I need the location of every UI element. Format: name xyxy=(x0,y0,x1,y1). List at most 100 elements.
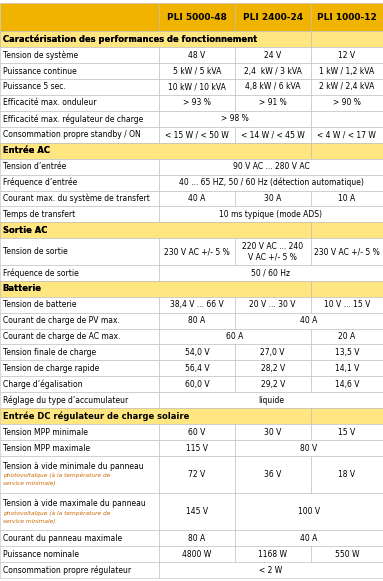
Text: Entrée AC: Entrée AC xyxy=(3,146,50,155)
Text: Courant max. du système de transfert: Courant max. du système de transfert xyxy=(3,193,149,203)
Bar xyxy=(159,345,235,360)
Text: Batterie: Batterie xyxy=(3,284,42,293)
Text: 220 V AC ... 240
V AC +/- 5 %: 220 V AC ... 240 V AC +/- 5 % xyxy=(242,242,303,261)
Text: 36 V: 36 V xyxy=(264,470,282,479)
Text: 115 V: 115 V xyxy=(186,443,208,453)
Bar xyxy=(159,493,235,530)
Text: PLI 5000-48: PLI 5000-48 xyxy=(167,13,227,21)
Bar xyxy=(159,111,311,127)
Text: 10 ms typique (mode ADS): 10 ms typique (mode ADS) xyxy=(219,210,322,219)
Text: 20 A: 20 A xyxy=(338,332,355,341)
Bar xyxy=(159,238,235,265)
Bar xyxy=(0,223,311,238)
Bar xyxy=(0,31,311,47)
Text: 14,6 V: 14,6 V xyxy=(335,380,359,389)
Text: Puissance continue: Puissance continue xyxy=(3,67,77,76)
Text: 40 ... 65 HZ, 50 / 60 Hz (détection automatique): 40 ... 65 HZ, 50 / 60 Hz (détection auto… xyxy=(178,178,363,187)
Text: Puissance nominale: Puissance nominale xyxy=(3,550,79,559)
Bar xyxy=(235,63,311,79)
Bar xyxy=(0,297,159,313)
Bar xyxy=(0,159,159,174)
Text: 60 A: 60 A xyxy=(226,332,244,341)
Bar xyxy=(311,47,383,63)
Text: 13,5 V: 13,5 V xyxy=(335,348,359,357)
Bar xyxy=(0,111,159,127)
Bar xyxy=(235,376,311,392)
Text: Réglage du type d’accumulateur: Réglage du type d’accumulateur xyxy=(3,396,128,405)
Text: Tension d’entrée: Tension d’entrée xyxy=(3,162,66,171)
Text: 12 V: 12 V xyxy=(338,51,355,60)
Text: > 93 %: > 93 % xyxy=(183,98,211,107)
Text: 1 kW / 1,2 kVA: 1 kW / 1,2 kVA xyxy=(319,67,375,76)
Text: Courant de charge de AC max.: Courant de charge de AC max. xyxy=(3,332,120,341)
Bar xyxy=(235,546,311,562)
Bar xyxy=(159,328,311,345)
Text: 54,0 V: 54,0 V xyxy=(185,348,209,357)
Text: 28,2 V: 28,2 V xyxy=(260,364,285,373)
Text: 60,0 V: 60,0 V xyxy=(185,380,209,389)
Bar xyxy=(0,174,159,191)
Bar xyxy=(159,79,235,95)
Bar xyxy=(159,191,235,206)
Bar xyxy=(0,313,159,328)
Text: 145 V: 145 V xyxy=(186,507,208,517)
Text: 40 A: 40 A xyxy=(300,534,318,543)
Text: Fréquence de sortie: Fréquence de sortie xyxy=(3,268,79,278)
Bar xyxy=(0,143,311,159)
Bar xyxy=(0,546,159,562)
Bar xyxy=(159,297,235,313)
Text: Caractérisation des performances de fonctionnement: Caractérisation des performances de fonc… xyxy=(3,34,257,44)
Bar xyxy=(311,111,383,127)
Text: 10 V ... 15 V: 10 V ... 15 V xyxy=(324,300,370,309)
Bar xyxy=(235,440,383,456)
Text: Courant du panneau maximale: Courant du panneau maximale xyxy=(3,534,122,543)
Bar xyxy=(0,376,159,392)
Bar xyxy=(159,562,383,578)
Bar xyxy=(159,95,235,111)
Bar xyxy=(0,238,159,265)
Bar xyxy=(0,206,159,223)
Text: photovoltaïque (à la température de: photovoltaïque (à la température de xyxy=(3,510,110,515)
Text: 550 W: 550 W xyxy=(335,550,359,559)
Text: 30 A: 30 A xyxy=(264,194,282,203)
Text: Efficacité max. régulateur de charge: Efficacité max. régulateur de charge xyxy=(3,114,143,124)
Text: 230 V AC +/- 5 %: 230 V AC +/- 5 % xyxy=(164,247,230,256)
Bar xyxy=(0,281,311,297)
Text: 4800 W: 4800 W xyxy=(182,550,211,559)
Text: 38,4 V ... 66 V: 38,4 V ... 66 V xyxy=(170,300,224,309)
Bar xyxy=(311,376,383,392)
Bar xyxy=(0,95,159,111)
Text: 4,8 kW / 6 kVA: 4,8 kW / 6 kVA xyxy=(245,83,300,91)
Bar xyxy=(159,3,235,31)
Bar xyxy=(0,191,159,206)
Bar xyxy=(311,297,383,313)
Text: Tension de batterie: Tension de batterie xyxy=(3,300,76,309)
Text: 40 A: 40 A xyxy=(300,316,318,325)
Bar xyxy=(159,456,235,493)
Bar xyxy=(0,79,159,95)
Bar xyxy=(159,546,235,562)
Text: < 2 W: < 2 W xyxy=(259,566,283,575)
Bar xyxy=(311,63,383,79)
Bar xyxy=(159,530,235,546)
Text: Tension de système: Tension de système xyxy=(3,51,78,60)
Bar xyxy=(235,47,311,63)
Bar xyxy=(159,313,235,328)
Bar xyxy=(159,127,235,143)
Text: Efficacité max. onduleur: Efficacité max. onduleur xyxy=(3,98,96,107)
Bar xyxy=(0,424,159,440)
Bar xyxy=(311,127,383,143)
Bar xyxy=(159,206,383,223)
Bar xyxy=(311,191,383,206)
Text: 60 V: 60 V xyxy=(188,428,206,436)
Text: < 4 W / < 17 W: < 4 W / < 17 W xyxy=(318,130,376,139)
Text: 18 V: 18 V xyxy=(338,470,355,479)
Text: Consommation propre régulateur: Consommation propre régulateur xyxy=(3,565,131,575)
Bar xyxy=(235,424,311,440)
Bar xyxy=(0,562,159,578)
Text: Tension MPP maximale: Tension MPP maximale xyxy=(3,443,90,453)
Bar xyxy=(0,3,159,31)
Bar xyxy=(159,376,235,392)
Text: photovoltaïque (à la température de: photovoltaïque (à la température de xyxy=(3,473,110,478)
Text: 10 A: 10 A xyxy=(338,194,355,203)
